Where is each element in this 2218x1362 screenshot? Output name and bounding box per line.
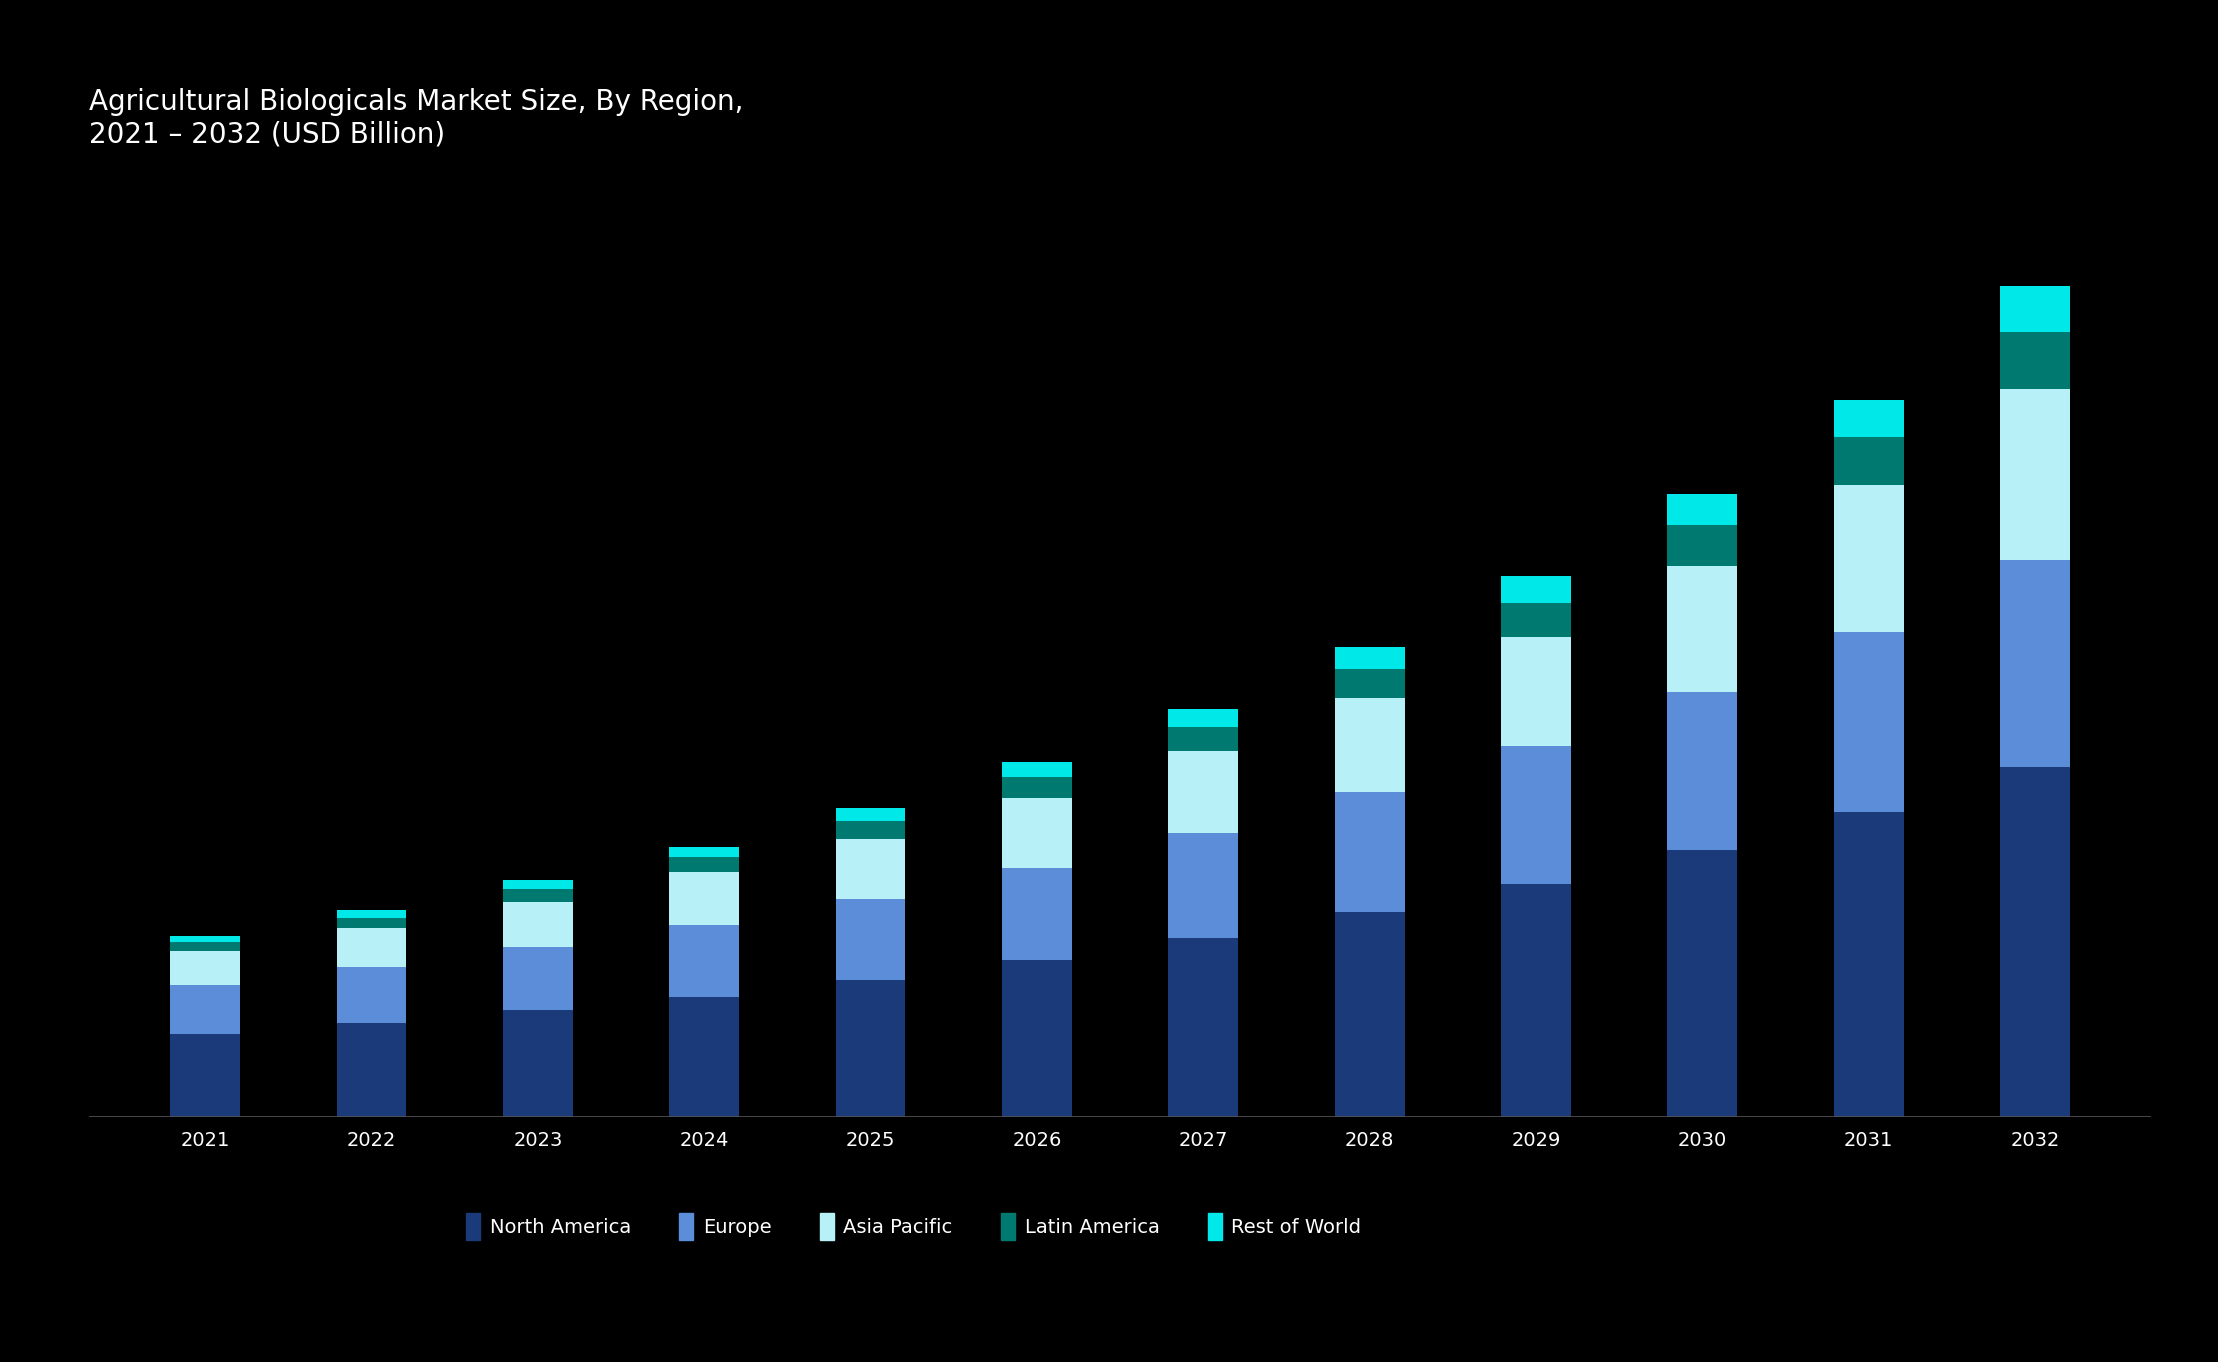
Bar xyxy=(171,1034,240,1117)
Bar xyxy=(1003,798,1071,868)
Bar xyxy=(503,947,572,1011)
Bar xyxy=(337,918,406,928)
Bar xyxy=(836,981,905,1117)
Bar xyxy=(1502,637,1570,746)
Bar xyxy=(1169,832,1238,938)
Bar xyxy=(503,880,572,889)
Bar xyxy=(670,873,739,925)
Bar xyxy=(1668,692,1737,850)
Bar xyxy=(171,952,240,985)
Bar xyxy=(1169,938,1238,1117)
Bar xyxy=(1668,850,1737,1117)
Bar xyxy=(1335,669,1404,699)
Bar xyxy=(1335,793,1404,913)
Bar xyxy=(337,1023,406,1117)
Bar xyxy=(836,808,905,821)
Bar xyxy=(836,839,905,899)
Bar xyxy=(2001,390,2069,561)
Bar xyxy=(1502,576,1570,602)
Bar xyxy=(2001,561,2069,767)
Bar xyxy=(1003,776,1071,798)
Bar xyxy=(1502,602,1570,637)
Bar xyxy=(670,997,739,1117)
Bar xyxy=(171,937,240,943)
Bar xyxy=(1003,868,1071,960)
Bar xyxy=(1335,699,1404,793)
Bar xyxy=(2001,286,2069,332)
Bar xyxy=(670,858,739,873)
Bar xyxy=(503,889,572,902)
Bar xyxy=(503,902,572,947)
Bar xyxy=(1169,727,1238,752)
Bar xyxy=(1834,399,1903,437)
Bar xyxy=(1003,761,1071,776)
Bar xyxy=(1169,752,1238,832)
Bar xyxy=(171,943,240,952)
Bar xyxy=(1834,812,1903,1117)
Bar xyxy=(337,967,406,1023)
Bar xyxy=(2001,767,2069,1117)
Bar xyxy=(1003,960,1071,1117)
Legend: North America, Europe, Asia Pacific, Latin America, Rest of World: North America, Europe, Asia Pacific, Lat… xyxy=(459,1205,1369,1248)
Bar xyxy=(503,1011,572,1117)
Bar xyxy=(1834,632,1903,812)
Bar xyxy=(836,821,905,839)
Bar xyxy=(836,899,905,981)
Bar xyxy=(1169,708,1238,727)
Bar xyxy=(171,985,240,1034)
Bar xyxy=(1335,647,1404,669)
Bar xyxy=(1668,565,1737,692)
Bar xyxy=(670,847,739,858)
Bar xyxy=(1335,913,1404,1117)
Bar xyxy=(1502,746,1570,884)
Bar xyxy=(2001,332,2069,390)
Bar xyxy=(1502,884,1570,1117)
Bar xyxy=(670,925,739,997)
Bar xyxy=(1834,437,1903,485)
Bar xyxy=(1668,493,1737,526)
Text: Agricultural Biologicals Market Size, By Region,
2021 – 2032 (USD Billion): Agricultural Biologicals Market Size, By… xyxy=(89,89,743,148)
Bar xyxy=(1668,526,1737,565)
Bar xyxy=(337,910,406,918)
Bar xyxy=(337,928,406,967)
Bar xyxy=(1834,485,1903,632)
